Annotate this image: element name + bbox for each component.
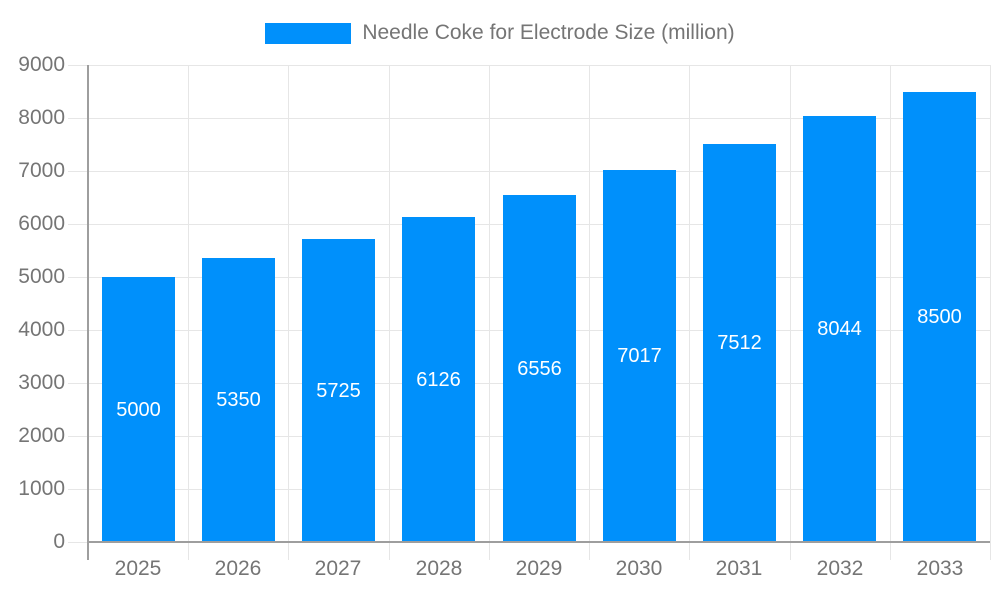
bar-value-label: 6556 (517, 358, 562, 380)
y-tick-mark (68, 436, 88, 437)
x-axis-label: 2030 (615, 557, 663, 580)
bar[interactable] (102, 277, 175, 542)
bar-value-label: 7512 (717, 332, 762, 354)
v-gridline (790, 65, 791, 560)
y-tick-mark (68, 171, 88, 172)
bar[interactable] (202, 258, 275, 542)
x-axis-label: 2032 (816, 557, 864, 580)
y-tick-mark (68, 542, 88, 543)
v-gridline (489, 65, 490, 560)
legend-label: Needle Coke for Electrode Size (million) (362, 21, 735, 44)
v-gridline (890, 65, 891, 560)
bar[interactable] (402, 217, 475, 542)
v-gridline (689, 65, 690, 560)
y-axis-label: 8000 (18, 106, 65, 129)
chart-legend[interactable]: Needle Coke for Electrode Size (million) (0, 21, 1000, 45)
x-axis-label: 2033 (916, 557, 964, 580)
v-gridline (389, 65, 390, 560)
y-tick-mark (68, 489, 88, 490)
h-gridline (88, 65, 990, 66)
y-axis-label: 3000 (18, 371, 65, 394)
bar[interactable] (603, 170, 676, 542)
x-axis-label: 2031 (715, 557, 763, 580)
x-axis-label: 2027 (314, 557, 362, 580)
v-gridline (188, 65, 189, 560)
bar-value-label: 5350 (216, 389, 261, 411)
bar-value-label: 5000 (116, 399, 161, 421)
y-axis-label: 2000 (18, 424, 65, 447)
bar[interactable] (903, 92, 976, 542)
y-tick-mark (68, 224, 88, 225)
v-gridline (589, 65, 590, 560)
x-axis-label: 2025 (114, 557, 162, 580)
bar-value-label: 8044 (817, 318, 862, 340)
bar-value-label: 5725 (316, 380, 361, 402)
bar-value-label: 8500 (917, 306, 962, 328)
y-tick-mark (68, 383, 88, 384)
x-axis-label: 2029 (515, 557, 563, 580)
y-tick-mark (68, 118, 88, 119)
x-axis-line (87, 541, 990, 543)
y-axis-label: 5000 (18, 265, 65, 288)
y-tick-mark (68, 65, 88, 66)
bar[interactable] (803, 116, 876, 542)
bar-value-label: 7017 (617, 345, 662, 367)
y-axis-label: 4000 (18, 318, 65, 341)
y-axis-label: 0 (53, 530, 65, 553)
x-axis-label: 2026 (214, 557, 262, 580)
bar[interactable] (302, 239, 375, 542)
bar[interactable] (503, 195, 576, 542)
y-axis-label: 7000 (18, 159, 65, 182)
x-axis-label: 2028 (415, 557, 463, 580)
bar[interactable] (703, 144, 776, 542)
v-gridline (990, 65, 991, 560)
legend-swatch (265, 22, 352, 44)
y-axis-line (87, 65, 89, 560)
y-axis-label: 9000 (18, 53, 65, 76)
y-tick-mark (68, 330, 88, 331)
h-gridline (88, 118, 990, 119)
y-axis-label: 6000 (18, 212, 65, 235)
bar-value-label: 6126 (416, 369, 461, 391)
y-axis-label: 1000 (18, 477, 65, 500)
y-tick-mark (68, 277, 88, 278)
h-gridline (88, 171, 990, 172)
v-gridline (288, 65, 289, 560)
